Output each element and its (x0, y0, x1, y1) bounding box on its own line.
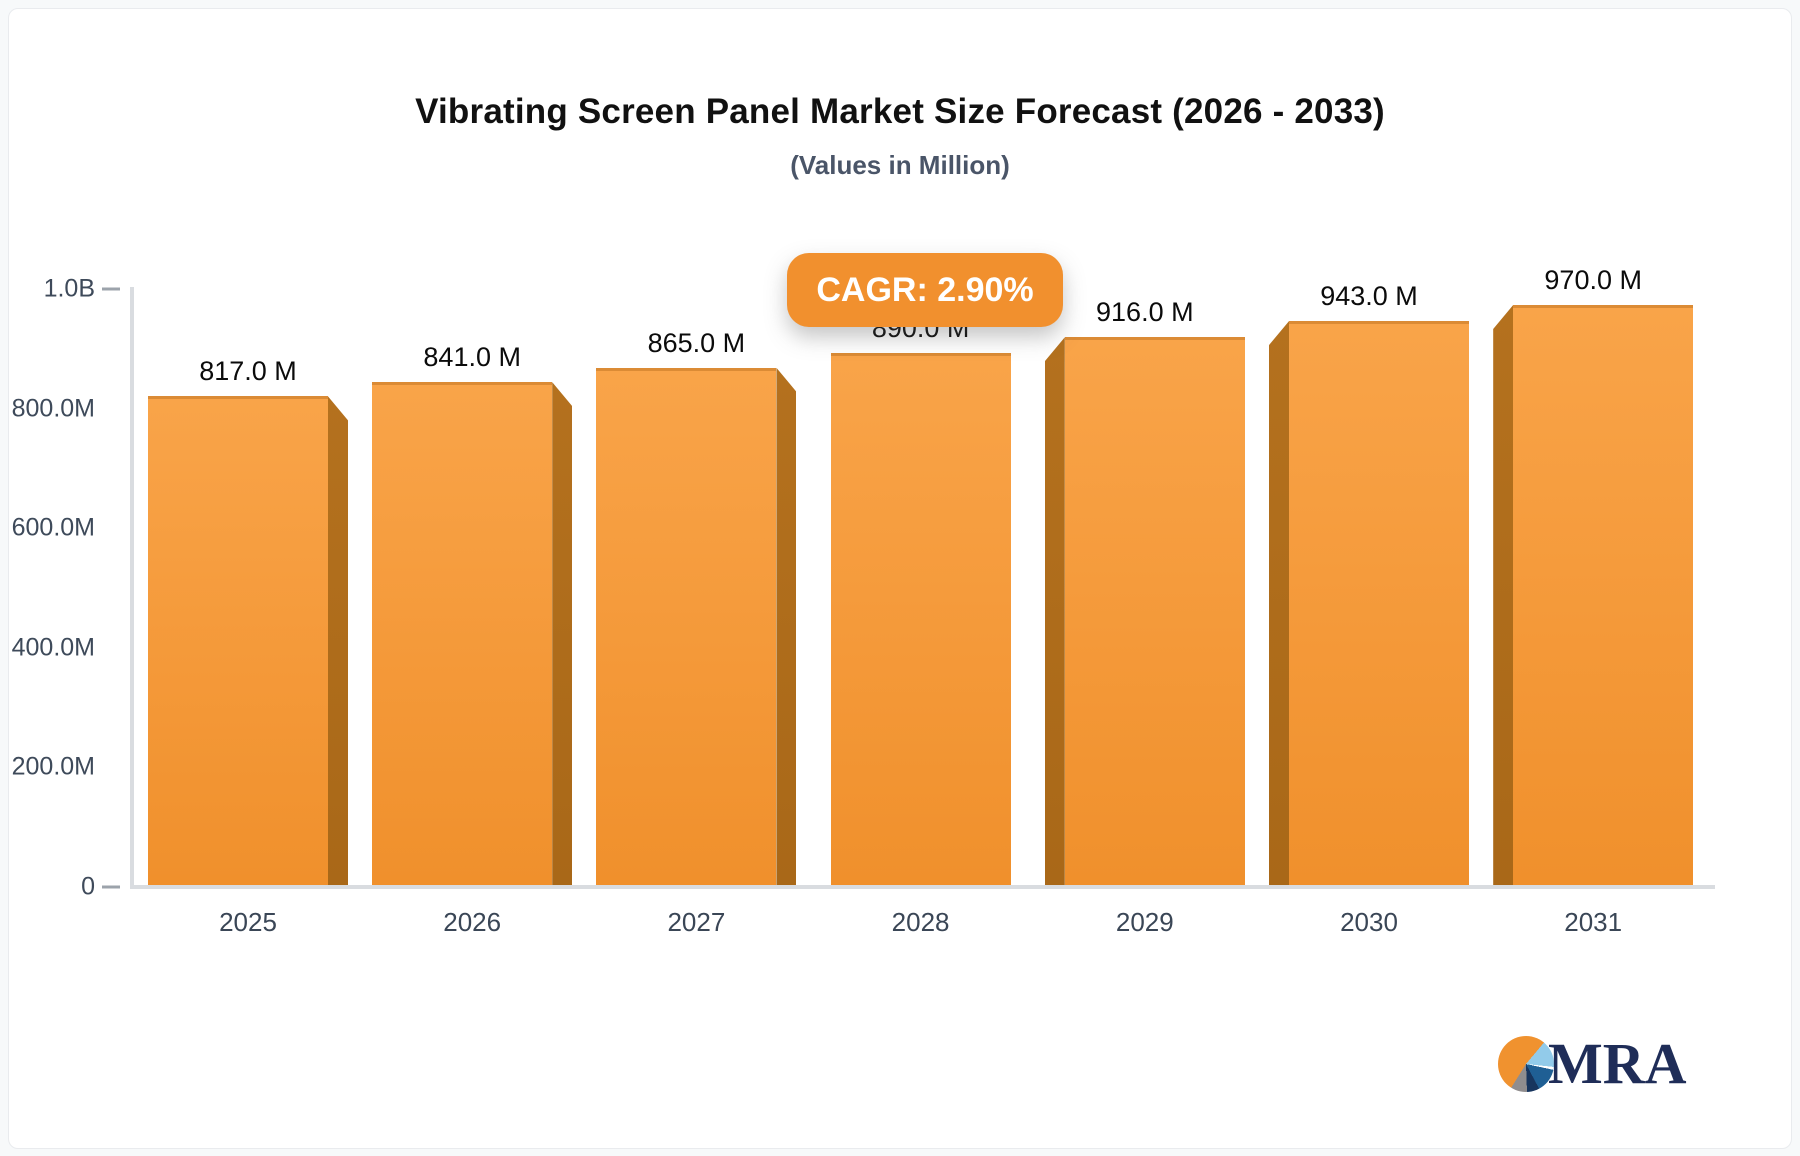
bar-2029 (1064, 337, 1245, 885)
bar-side-2029 (1044, 337, 1065, 885)
x-axis-label-2029: 2029 (1115, 907, 1174, 937)
bar-2026 (372, 382, 553, 885)
bar-2030 (1289, 321, 1469, 885)
y-axis-line (130, 287, 134, 889)
mra-logo: MRA (1498, 1024, 1758, 1104)
y-axis-tick-label: 0 (81, 872, 95, 901)
pie-chart-logo-icon (1498, 1036, 1554, 1092)
y-axis-tick-label: 1.0B (43, 274, 95, 303)
bar-value-label: 916.0 M (1096, 297, 1194, 328)
y-axis-tick-label: 200.0M (11, 752, 95, 781)
bar-value-label: 817.0 M (199, 356, 297, 387)
cagr-badge: CAGR: 2.90% (787, 253, 1063, 327)
x-axis-label-2030: 2030 (1340, 907, 1398, 937)
x-axis-label-2031: 2031 (1564, 907, 1623, 937)
bar-side-2030 (1269, 321, 1289, 885)
chart-title: Vibrating Screen Panel Market Size Forec… (415, 92, 1385, 131)
x-axis-label-2025: 2025 (219, 907, 277, 937)
bar-2031 (1513, 304, 1694, 885)
bar-value-label: 943.0 M (1320, 281, 1418, 312)
y-axis-tick-label: 800.0M (11, 394, 95, 423)
bar-side-2027 (776, 367, 797, 885)
bar-value-label: 841.0 M (423, 342, 521, 373)
y-axis-tick-mark (102, 885, 120, 889)
x-axis-label-2027: 2027 (667, 907, 726, 937)
bar-side-2025 (328, 396, 348, 885)
chart-subtitle: (Values in Million) (790, 150, 1010, 180)
bar-side-2026 (552, 382, 573, 885)
mra-logo-text: MRA (1548, 1031, 1687, 1096)
bar-2025 (148, 396, 328, 885)
y-axis-tick-label: 600.0M (11, 513, 95, 542)
bar-value-label: 865.0 M (647, 327, 746, 358)
bar-2027 (596, 367, 777, 885)
x-axis-label-2026: 2026 (443, 907, 502, 937)
y-axis-tick-mark (102, 287, 120, 291)
x-axis-line (130, 885, 1715, 889)
y-axis-tick-label: 400.0M (11, 633, 95, 662)
bar-value-label: 970.0 M (1544, 264, 1642, 295)
bar-side-2031 (1493, 304, 1514, 885)
bar-2028 (830, 352, 1011, 885)
x-axis-label-2028: 2028 (891, 907, 950, 937)
